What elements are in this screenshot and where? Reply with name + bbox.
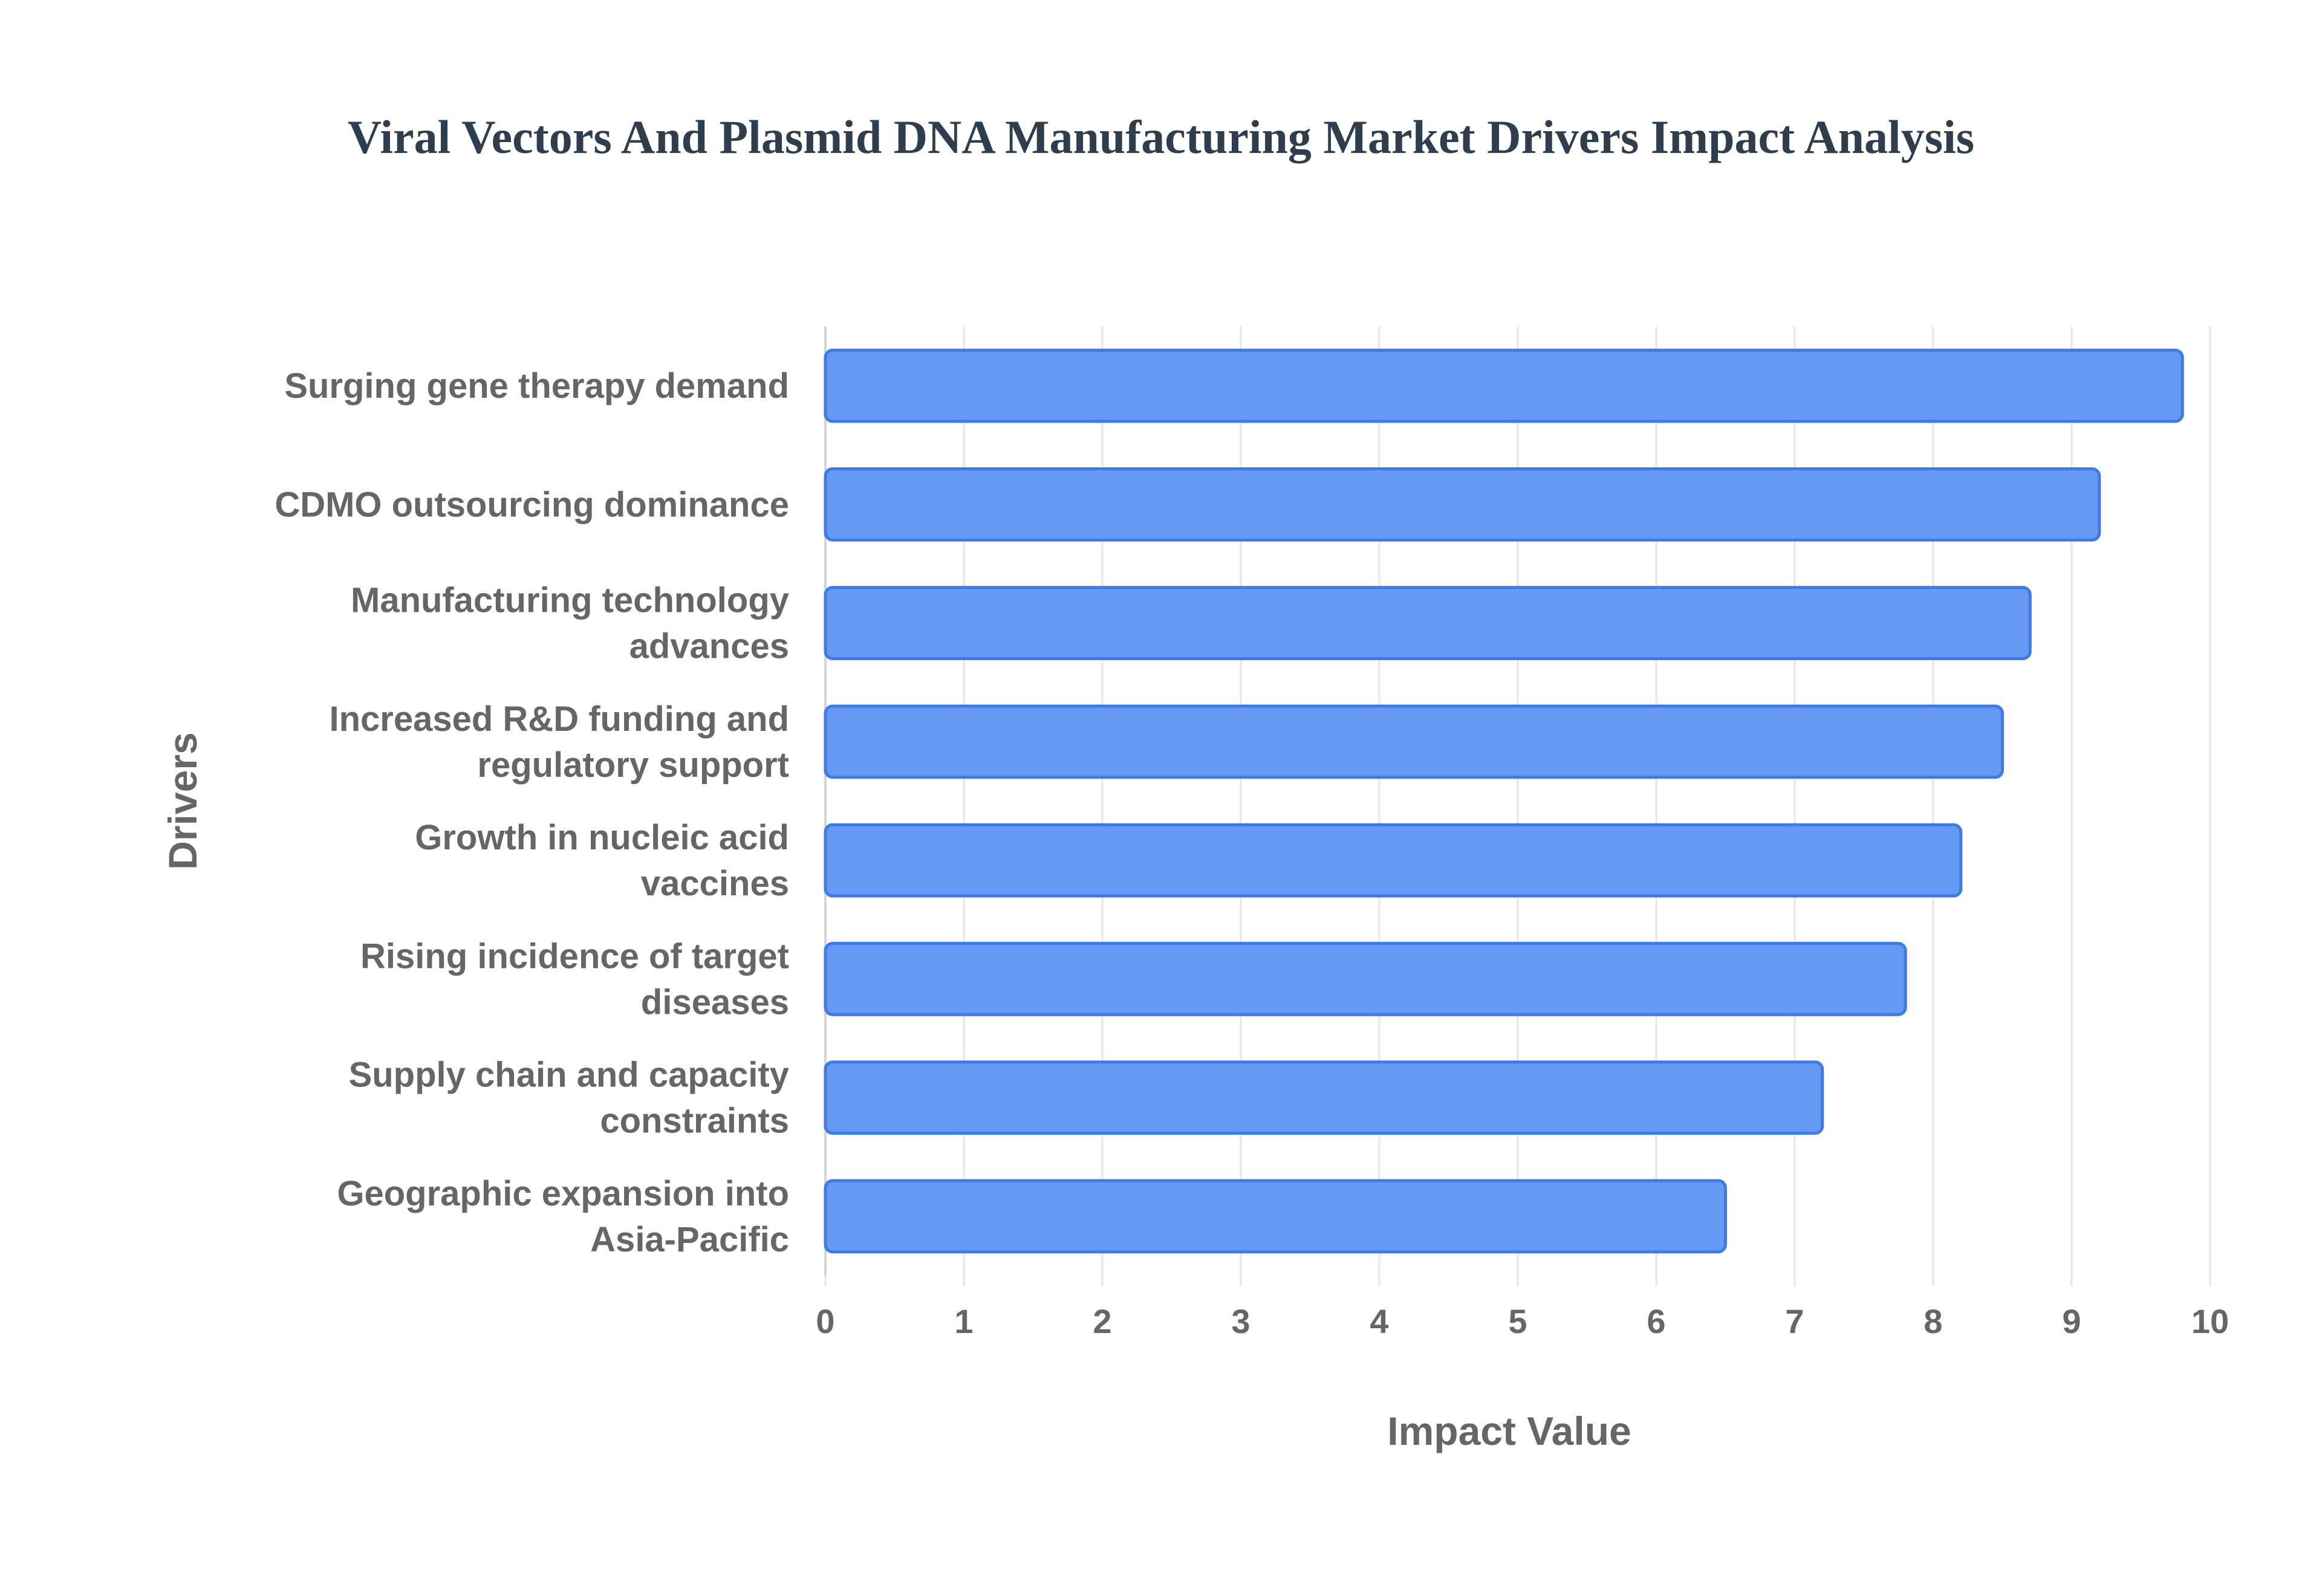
category-label: Geographic expansion into Asia-Pacific: [337, 1174, 789, 1259]
bar-layer: [824, 348, 2184, 1254]
x-tick-label: 4: [1370, 1302, 1388, 1340]
x-tick-label: 10: [2191, 1302, 2229, 1340]
category-label: Growth in nucleic acid vaccines: [415, 818, 789, 903]
bar: [824, 823, 1963, 898]
category-label: Manufacturing technology advances: [351, 581, 789, 666]
x-tick-label: 1: [954, 1302, 973, 1340]
category-label: CDMO outsourcing dominance: [275, 485, 789, 524]
x-tick-label: 7: [1785, 1302, 1804, 1340]
x-tick-labels: 0 1 2 3 4 5 6 7 8 9 10: [816, 1302, 2229, 1340]
x-tick-label: 0: [816, 1302, 834, 1340]
bar: [824, 704, 2004, 779]
category-label: Surging gene therapy demand: [284, 366, 789, 406]
category-label: Increased R&D funding and regulatory supp…: [329, 699, 789, 785]
x-tick-label: 8: [1924, 1302, 1942, 1340]
bar: [824, 1060, 1824, 1135]
x-tick-label: 3: [1231, 1302, 1250, 1340]
y-axis-title: Drivers: [160, 732, 205, 870]
category-labels: Surging gene therapy demand CDMO outsourc…: [275, 366, 789, 1259]
x-tick-label: 2: [1093, 1302, 1111, 1340]
x-tick-label: 9: [2062, 1302, 2081, 1340]
bar: [824, 467, 2101, 542]
x-tick-label: 6: [1647, 1302, 1665, 1340]
bar: [824, 586, 2032, 660]
category-label: Supply chain and capacity constraints: [349, 1056, 789, 1141]
x-axis-title: Impact Value: [1387, 1409, 1631, 1453]
bar: [824, 942, 1907, 1016]
x-tick-label: 5: [1508, 1302, 1527, 1340]
bar: [824, 348, 2184, 423]
chart-title: Viral Vectors And Plasmid DNA Manufactur…: [348, 111, 1974, 163]
category-label: Rising incidence of target diseases: [360, 936, 789, 1022]
bar: [824, 1179, 1727, 1254]
